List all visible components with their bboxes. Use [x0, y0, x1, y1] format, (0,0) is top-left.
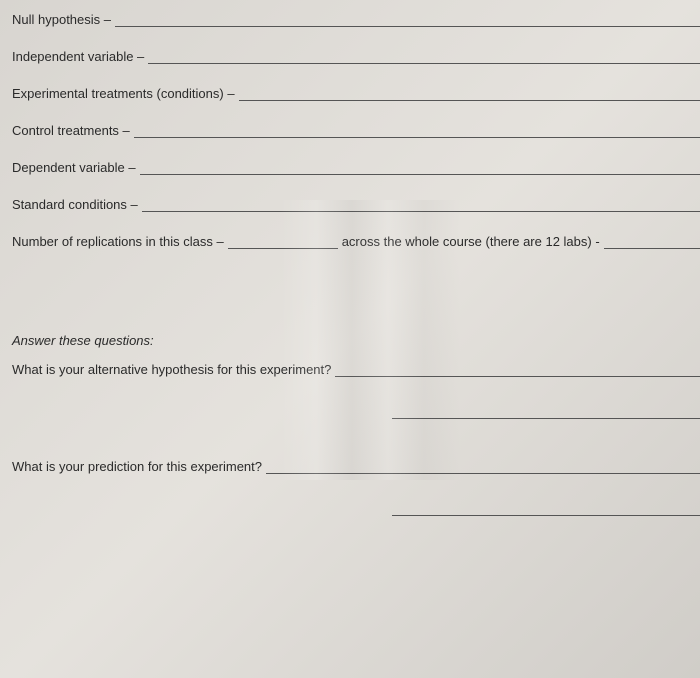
label-experimental-treatments: Experimental treatments (conditions) –	[12, 86, 239, 101]
question-spacer	[12, 429, 700, 459]
field-standard-conditions: Standard conditions –	[12, 197, 700, 212]
label-alt-hypothesis: What is your alternative hypothesis for …	[12, 362, 335, 377]
continuation-line	[392, 405, 700, 419]
question-alt-hypothesis: What is your alternative hypothesis for …	[12, 362, 700, 419]
blank-line[interactable]	[604, 235, 700, 249]
field-null-hypothesis: Null hypothesis –	[12, 12, 700, 27]
questions-section: Answer these questions: What is your alt…	[12, 333, 700, 526]
label-control-treatments: Control treatments –	[12, 123, 134, 138]
field-control-treatments: Control treatments –	[12, 123, 700, 138]
label-standard-conditions: Standard conditions –	[12, 197, 142, 212]
blank-line[interactable]	[239, 87, 700, 101]
blank-line[interactable]	[115, 13, 700, 27]
label-replications-course: across the whole course (there are 12 la…	[338, 234, 604, 249]
blank-line[interactable]	[142, 198, 700, 212]
blank-line[interactable]	[266, 460, 700, 474]
label-null-hypothesis: Null hypothesis –	[12, 12, 115, 27]
question-prediction: What is your prediction for this experim…	[12, 459, 700, 516]
blank-line[interactable]	[335, 363, 700, 377]
continuation-line	[392, 502, 700, 516]
blank-line-short[interactable]	[228, 235, 338, 249]
label-replications-class: Number of replications in this class –	[12, 234, 228, 249]
blank-line[interactable]	[392, 502, 700, 516]
field-dependent-variable: Dependent variable –	[12, 160, 700, 175]
label-independent-variable: Independent variable –	[12, 49, 148, 64]
blank-line[interactable]	[134, 124, 700, 138]
field-replications: Number of replications in this class – a…	[12, 234, 700, 249]
blank-line[interactable]	[392, 405, 700, 419]
field-experimental-treatments: Experimental treatments (conditions) –	[12, 86, 700, 101]
field-independent-variable: Independent variable –	[12, 49, 700, 64]
label-dependent-variable: Dependent variable –	[12, 160, 140, 175]
blank-line[interactable]	[148, 50, 700, 64]
worksheet-form: Null hypothesis – Independent variable –…	[12, 12, 700, 526]
label-prediction: What is your prediction for this experim…	[12, 459, 266, 474]
blank-line[interactable]	[140, 161, 700, 175]
section-spacer	[12, 271, 700, 311]
questions-header: Answer these questions:	[12, 333, 700, 348]
